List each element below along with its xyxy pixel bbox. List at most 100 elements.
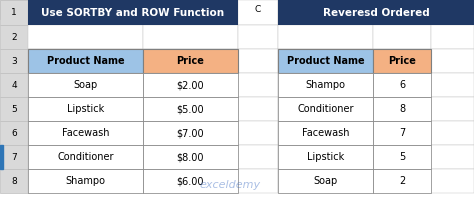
Bar — [373, 121, 431, 145]
Bar — [238, 145, 278, 169]
Bar — [238, 73, 278, 97]
Bar — [238, 49, 278, 73]
Bar — [373, 145, 431, 169]
Text: $5.00: $5.00 — [177, 104, 204, 114]
Bar — [0, 25, 28, 49]
Text: Shampo: Shampo — [65, 176, 106, 186]
Text: 8: 8 — [399, 104, 405, 114]
Bar — [143, 0, 238, 25]
Text: Lipstick: Lipstick — [307, 152, 344, 162]
Text: F: F — [450, 5, 455, 14]
Bar — [0, 0, 28, 19]
Bar — [143, 49, 238, 73]
Text: Shampo: Shampo — [306, 80, 346, 90]
Text: 4: 4 — [11, 81, 17, 89]
Text: 7: 7 — [11, 152, 17, 162]
Bar — [143, 169, 238, 193]
Text: 2: 2 — [399, 176, 405, 186]
Bar — [143, 145, 238, 169]
Bar — [373, 73, 431, 97]
Bar — [143, 97, 238, 121]
Bar — [0, 49, 28, 73]
Text: Conditioner: Conditioner — [57, 152, 114, 162]
Bar — [238, 25, 278, 49]
Bar — [28, 49, 143, 73]
Bar — [143, 25, 238, 49]
Bar — [0, 121, 28, 145]
Bar — [431, 97, 474, 121]
Bar — [278, 73, 373, 97]
Bar — [278, 0, 474, 25]
Bar — [373, 0, 431, 19]
Text: $7.00: $7.00 — [177, 128, 204, 138]
Bar — [143, 97, 238, 121]
Text: exceldemy: exceldemy — [200, 180, 261, 190]
Bar — [278, 0, 373, 25]
Text: C: C — [255, 5, 261, 14]
Text: $2.00: $2.00 — [177, 80, 204, 90]
Text: Price: Price — [388, 56, 416, 66]
Bar — [28, 25, 143, 49]
Text: Price: Price — [176, 56, 204, 66]
Bar — [143, 73, 238, 97]
Text: Facewash: Facewash — [302, 128, 349, 138]
Bar — [278, 97, 373, 121]
Bar — [278, 73, 373, 97]
Text: 6: 6 — [399, 80, 405, 90]
Bar — [278, 121, 373, 145]
Text: Product Name: Product Name — [287, 56, 365, 66]
Bar — [278, 121, 373, 145]
Bar — [28, 0, 143, 19]
Bar — [373, 169, 431, 193]
Bar — [143, 49, 238, 73]
Text: 3: 3 — [11, 57, 17, 65]
Bar — [431, 73, 474, 97]
Text: 1: 1 — [11, 8, 17, 17]
Text: $8.00: $8.00 — [177, 152, 204, 162]
Bar — [143, 121, 238, 145]
Text: A: A — [82, 5, 89, 14]
Bar — [143, 145, 238, 169]
Bar — [28, 0, 143, 25]
Bar — [373, 121, 431, 145]
Text: 8: 8 — [11, 177, 17, 186]
Bar — [278, 97, 373, 121]
Text: 6: 6 — [11, 128, 17, 138]
Bar — [373, 25, 431, 49]
Bar — [238, 97, 278, 121]
Text: $6.00: $6.00 — [177, 176, 204, 186]
Bar — [28, 97, 143, 121]
Bar — [238, 0, 278, 25]
Bar — [431, 0, 474, 19]
Bar — [28, 145, 143, 169]
Bar — [373, 97, 431, 121]
Bar — [431, 169, 474, 193]
Text: Soap: Soap — [313, 176, 337, 186]
Text: Reveresd Ordered: Reveresd Ordered — [323, 7, 429, 18]
Bar — [278, 169, 373, 193]
Bar — [431, 25, 474, 49]
Bar — [0, 97, 28, 121]
Bar — [0, 169, 28, 193]
Bar — [373, 49, 431, 73]
Bar — [28, 121, 143, 145]
Bar — [28, 169, 143, 193]
Bar — [278, 49, 373, 73]
Text: E: E — [399, 5, 405, 14]
Text: 7: 7 — [399, 128, 405, 138]
Bar — [278, 169, 373, 193]
Bar — [28, 0, 238, 25]
Bar — [278, 145, 373, 169]
Bar — [28, 169, 143, 193]
Bar — [143, 169, 238, 193]
Text: 5: 5 — [11, 104, 17, 113]
Bar — [143, 121, 238, 145]
Bar — [28, 73, 143, 97]
Bar — [238, 121, 278, 145]
Text: Conditioner: Conditioner — [297, 104, 354, 114]
Bar — [373, 97, 431, 121]
Text: D: D — [322, 5, 329, 14]
Bar — [238, 169, 278, 193]
Bar — [278, 25, 373, 49]
Bar — [28, 145, 143, 169]
